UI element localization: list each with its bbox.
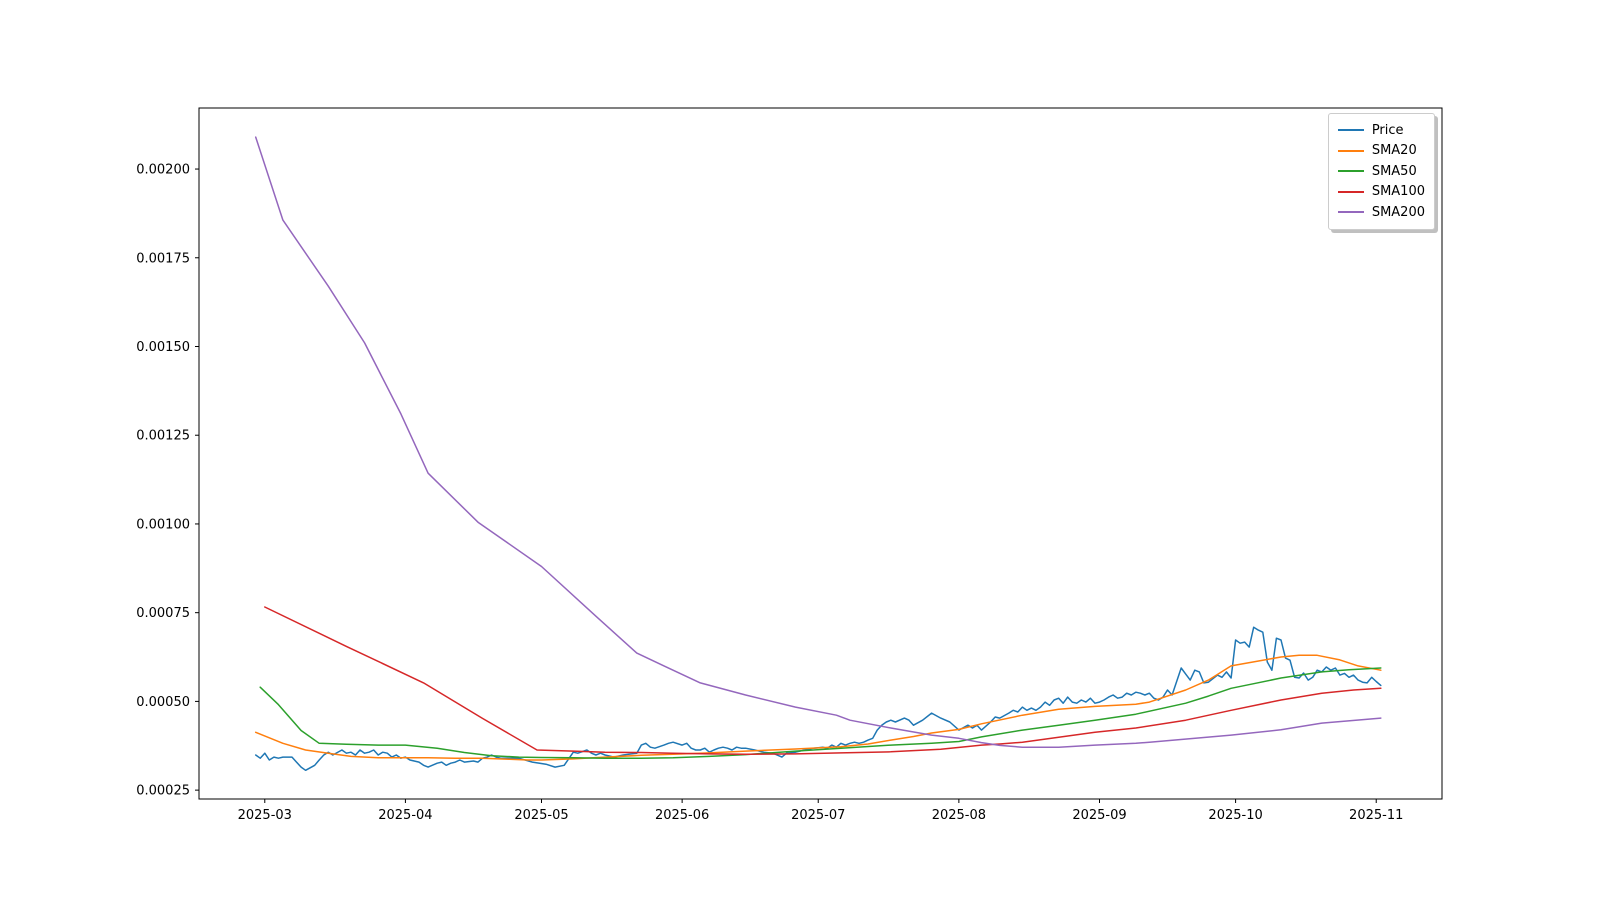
y-tick-label: 0.00125 xyxy=(136,429,190,444)
x-tick-label: 2025-10 xyxy=(1208,808,1262,823)
legend-line-swatch-price xyxy=(1337,129,1364,132)
series-line-price xyxy=(254,626,1382,772)
legend-label-price: Price xyxy=(1371,122,1404,138)
legend-line-swatch-sma20 xyxy=(1337,149,1364,152)
legend-item-sma50: SMA50 xyxy=(1337,161,1425,182)
x-tick-label: 2025-11 xyxy=(1349,808,1403,823)
x-tick-label: 2025-03 xyxy=(238,808,292,823)
x-tick-label: 2025-06 xyxy=(655,808,709,823)
series-line-sma20 xyxy=(254,654,1382,761)
x-tick-label: 2025-09 xyxy=(1072,808,1126,823)
legend-line-swatch-sma100 xyxy=(1337,190,1364,193)
y-tick-label: 0.00100 xyxy=(136,517,190,532)
legend-label-sma20: SMA20 xyxy=(1371,143,1417,159)
legend-item-sma200: SMA200 xyxy=(1337,202,1425,223)
x-tick-label: 2025-05 xyxy=(514,808,568,823)
legend-label-sma50: SMA50 xyxy=(1371,163,1417,179)
legend-line-swatch-sma50 xyxy=(1337,170,1364,173)
y-tick-label: 0.00025 xyxy=(136,784,190,799)
legend-label-sma100: SMA100 xyxy=(1371,184,1425,200)
y-tick-label: 0.00200 xyxy=(136,163,190,178)
y-tick-label: 0.00175 xyxy=(136,251,190,266)
legend-label-sma200: SMA200 xyxy=(1371,204,1425,220)
legend-line-swatch-sma200 xyxy=(1337,211,1364,214)
y-tick-label: 0.00075 xyxy=(136,606,190,621)
legend-item-price: Price xyxy=(1337,120,1425,141)
legend: Price SMA20 SMA50 SMA100 SMA200 xyxy=(1327,113,1435,230)
series-line-sma200 xyxy=(254,136,1382,748)
x-tick-label: 2025-07 xyxy=(791,808,845,823)
x-tick-label: 2025-08 xyxy=(932,808,986,823)
series-line-sma100 xyxy=(264,606,1382,756)
y-tick-label: 0.00150 xyxy=(136,340,190,355)
x-tick-label: 2025-04 xyxy=(378,808,432,823)
legend-item-sma20: SMA20 xyxy=(1337,141,1425,162)
y-tick-label: 0.00050 xyxy=(136,695,190,710)
legend-item-sma100: SMA100 xyxy=(1337,182,1425,203)
series-line-sma50 xyxy=(259,667,1382,759)
plot-frame xyxy=(198,107,1443,800)
